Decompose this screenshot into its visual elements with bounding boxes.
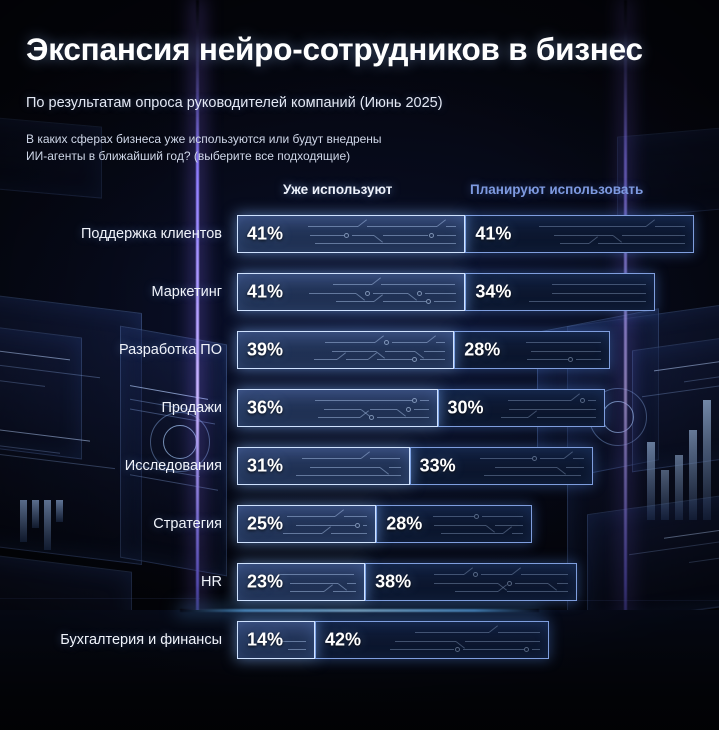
stacked-bar: 33% 31% <box>237 447 594 485</box>
bar-segment-used: 23% <box>237 563 366 601</box>
bar-segment-planned: 33% <box>409 447 594 485</box>
chart-row: Разработка ПО 28% 39% <box>0 331 719 369</box>
bar-value-planned: 38% <box>375 571 412 592</box>
bar-value-used: 41% <box>247 223 284 244</box>
chart-row: Продажи 30% 36% <box>0 389 719 427</box>
stacked-bar: 28% 39% <box>237 331 611 369</box>
bar-value-used: 39% <box>247 339 284 360</box>
bar-value-used: 14% <box>247 629 284 650</box>
chart-row: Исследования 33% 31% <box>0 447 719 485</box>
bar-segment-planned: 30% <box>437 389 605 427</box>
bar-category-label: Поддержка клиентов <box>80 226 222 242</box>
bar-value-planned: 41% <box>475 223 512 244</box>
chart-row: HR 38% 23% <box>0 563 719 601</box>
survey-question-line-1: В каких сферах бизнеса уже используются … <box>26 132 382 146</box>
bar-value-planned: 28% <box>464 339 501 360</box>
bar-segment-used: 25% <box>237 505 377 543</box>
bar-segment-planned: 34% <box>465 273 655 311</box>
stacked-bar: 41% 41% <box>237 215 694 253</box>
bar-segment-planned: 28% <box>454 331 611 369</box>
bar-value-used: 25% <box>247 513 284 534</box>
bar-segment-planned: 42% <box>314 621 549 659</box>
bar-segment-used: 31% <box>237 447 410 485</box>
bar-segment-used: 41% <box>237 215 466 253</box>
bar-value-used: 31% <box>247 455 284 476</box>
legend-item-used: Уже используют <box>283 182 393 197</box>
page-title: Экспансия нейро-сотрудников в бизнес <box>26 31 643 67</box>
bar-value-planned: 33% <box>419 455 456 476</box>
stacked-bar: 30% 36% <box>237 389 605 427</box>
bar-segment-used: 36% <box>237 389 438 427</box>
chart-row: Стратегия 28% 25% <box>0 505 719 543</box>
stacked-bar: 38% 23% <box>237 563 577 601</box>
bar-value-planned: 30% <box>447 397 484 418</box>
chart-row: Маркетинг 34% 41% <box>0 273 719 311</box>
bar-segment-used: 39% <box>237 331 455 369</box>
bar-value-planned: 28% <box>386 513 423 534</box>
bar-segment-planned: 38% <box>365 563 577 601</box>
bar-category-label: Стратегия <box>153 516 222 532</box>
chart-row: Поддержка клиентов 41% 41% <box>0 215 719 253</box>
stacked-bar: 42% 14% <box>237 621 549 659</box>
bar-category-label: Исследования <box>124 458 222 474</box>
survey-question: В каких сферах бизнеса уже используются … <box>26 131 382 165</box>
survey-question-line-2: ИИ-агенты в ближайший год? (выберите все… <box>26 149 351 163</box>
stacked-bar: 34% 41% <box>237 273 655 311</box>
subtitle: По результатам опроса руководителей комп… <box>26 95 443 111</box>
bar-category-label: Продажи <box>161 400 222 416</box>
bar-category-label: Бухгалтерия и финансы <box>60 632 222 648</box>
bar-value-planned: 42% <box>324 629 361 650</box>
stacked-bar: 28% 25% <box>237 505 533 543</box>
bar-segment-used: 14% <box>237 621 315 659</box>
bar-category-label: Маркетинг <box>151 284 223 300</box>
bar-segment-planned: 41% <box>465 215 694 253</box>
bar-value-used: 23% <box>247 571 284 592</box>
bar-value-planned: 34% <box>475 281 512 302</box>
bar-category-label: HR <box>201 574 222 590</box>
bar-segment-planned: 28% <box>376 505 533 543</box>
legend-item-planned: Планируют использовать <box>470 182 644 197</box>
chart-row: Бухгалтерия и финансы 42% 14% <box>0 621 719 659</box>
bar-value-used: 41% <box>247 281 284 302</box>
bar-category-label: Разработка ПО <box>118 342 222 358</box>
bar-value-used: 36% <box>247 397 284 418</box>
bar-segment-used: 41% <box>237 273 466 311</box>
